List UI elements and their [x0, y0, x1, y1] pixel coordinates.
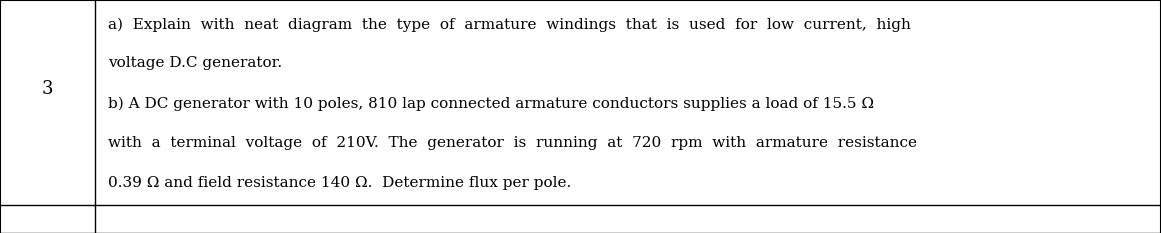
Text: b) A DC generator with 10 poles, 810 lap connected armature conductors supplies : b) A DC generator with 10 poles, 810 lap…: [108, 96, 874, 111]
Text: 3: 3: [42, 79, 53, 98]
Text: a)  Explain  with  neat  diagram  the  type  of  armature  windings  that  is  u: a) Explain with neat diagram the type of…: [108, 17, 911, 32]
Text: 0.39 Ω and field resistance 140 Ω.  Determine flux per pole.: 0.39 Ω and field resistance 140 Ω. Deter…: [108, 176, 571, 190]
Text: voltage D.C generator.: voltage D.C generator.: [108, 56, 282, 70]
Text: with  a  terminal  voltage  of  210V.  The  generator  is  running  at  720  rpm: with a terminal voltage of 210V. The gen…: [108, 136, 917, 150]
